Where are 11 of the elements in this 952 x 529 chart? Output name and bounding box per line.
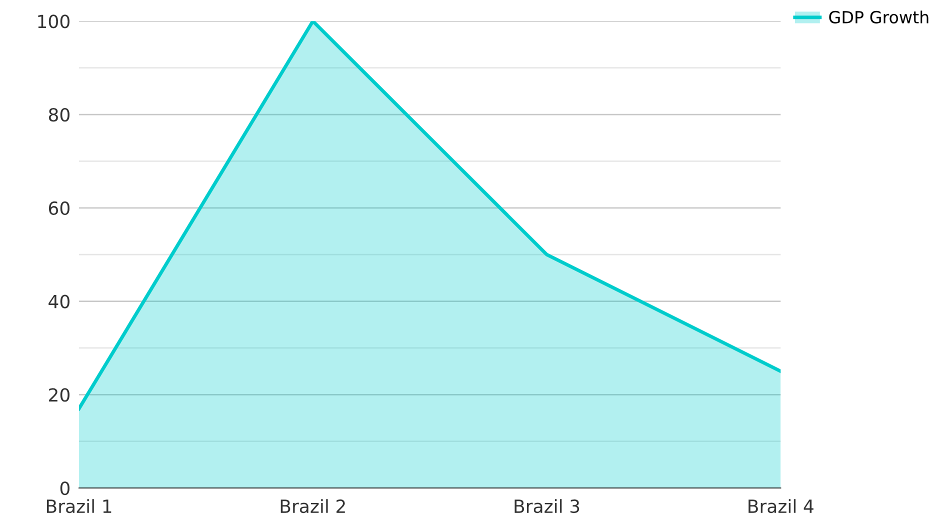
y-tick-label: 60 (48, 201, 70, 216)
x-tick-label: Brazil 1 (46, 499, 112, 514)
x-tick-label: Brazil 4 (748, 499, 814, 514)
x-tick-label: Brazil 3 (514, 499, 580, 514)
y-tick-label: 0 (60, 481, 70, 496)
legend-label: GDP Growth (829, 10, 928, 24)
y-tick-label: 40 (48, 294, 70, 308)
y-tick-label: 100 (38, 14, 70, 28)
y-tick-label: 80 (48, 108, 70, 122)
y-tick-label: 20 (49, 388, 70, 402)
x-tick-label: Brazil 2 (280, 499, 345, 514)
